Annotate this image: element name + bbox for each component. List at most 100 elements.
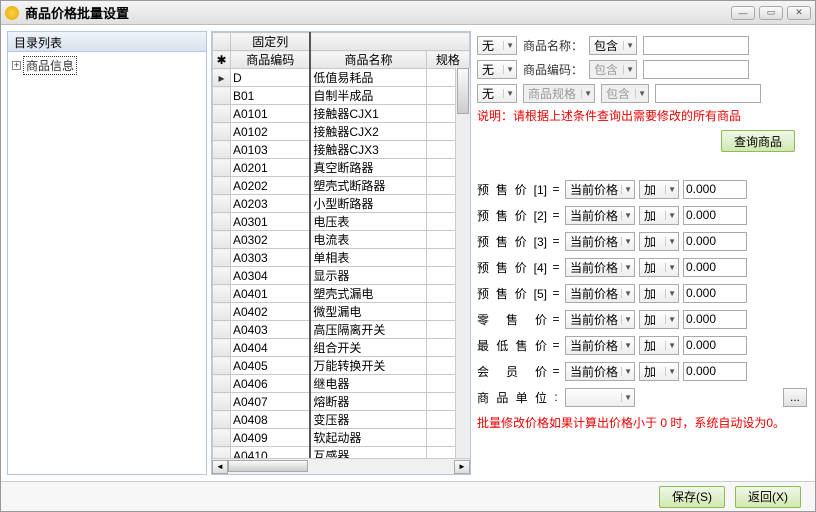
tree-node[interactable]: + 商品信息 bbox=[12, 56, 202, 75]
price-value-input[interactable] bbox=[683, 310, 747, 329]
row-header[interactable] bbox=[213, 141, 231, 159]
price-base-combo[interactable]: 当前价格▼ bbox=[565, 258, 635, 277]
grid-cell[interactable]: A0203 bbox=[231, 195, 311, 213]
grid-cell[interactable]: A0301 bbox=[231, 213, 311, 231]
grid-cell[interactable]: A0202 bbox=[231, 177, 311, 195]
table-row[interactable]: A0301电压表 bbox=[213, 213, 470, 231]
grid-cell[interactable]: 高压隔离开关 bbox=[310, 321, 426, 339]
grid-cell[interactable]: A0102 bbox=[231, 123, 311, 141]
row-header[interactable] bbox=[213, 177, 231, 195]
table-row[interactable]: A0410互感器 bbox=[213, 447, 470, 459]
grid-cell[interactable]: A0304 bbox=[231, 267, 311, 285]
row-header[interactable] bbox=[213, 447, 231, 459]
row-header[interactable] bbox=[213, 285, 231, 303]
grid-wrap[interactable]: 固定列✱商品编码商品名称规格▸D低值易耗品B01自制半成品A0101接触器CJX… bbox=[212, 32, 470, 458]
grid-cell[interactable]: A0406 bbox=[231, 375, 311, 393]
row-indicator[interactable]: ✱ bbox=[213, 51, 231, 69]
price-base-combo[interactable]: 当前价格▼ bbox=[565, 180, 635, 199]
tree-expand-icon[interactable]: + bbox=[12, 61, 21, 70]
filter-op-combo[interactable]: 包含▼ bbox=[589, 60, 637, 79]
table-row[interactable]: A0304显示器 bbox=[213, 267, 470, 285]
row-header[interactable] bbox=[213, 213, 231, 231]
grid-cell[interactable]: A0103 bbox=[231, 141, 311, 159]
row-header[interactable] bbox=[213, 393, 231, 411]
filter-field-combo[interactable]: 商品规格▼ bbox=[523, 84, 595, 103]
price-base-combo[interactable]: 当前价格▼ bbox=[565, 284, 635, 303]
price-op-combo[interactable]: 加▼ bbox=[639, 362, 679, 381]
price-value-input[interactable] bbox=[683, 206, 747, 225]
grid-cell[interactable]: 接触器CJX3 bbox=[310, 141, 426, 159]
grid-cell[interactable]: A0302 bbox=[231, 231, 311, 249]
grid-cell[interactable]: 接触器CJX2 bbox=[310, 123, 426, 141]
table-row[interactable]: A0202塑壳式断路器 bbox=[213, 177, 470, 195]
filter-op-combo[interactable]: 包含▼ bbox=[589, 36, 637, 55]
grid-cell[interactable]: 软起动器 bbox=[310, 429, 426, 447]
hscroll-track[interactable] bbox=[228, 460, 454, 474]
table-row[interactable]: A0302电流表 bbox=[213, 231, 470, 249]
price-base-combo[interactable]: 当前价格▼ bbox=[565, 310, 635, 329]
grid-cell[interactable]: 继电器 bbox=[310, 375, 426, 393]
price-op-combo[interactable]: 加▼ bbox=[639, 180, 679, 199]
hscroll-right[interactable]: ► bbox=[454, 460, 470, 474]
price-base-combo[interactable]: 当前价格▼ bbox=[565, 232, 635, 251]
grid-cell[interactable]: 真空断路器 bbox=[310, 159, 426, 177]
grid-cell[interactable]: A0201 bbox=[231, 159, 311, 177]
grid-cell[interactable]: 塑壳式断路器 bbox=[310, 177, 426, 195]
row-header[interactable] bbox=[213, 429, 231, 447]
table-row[interactable]: A0403高压隔离开关 bbox=[213, 321, 470, 339]
back-button[interactable]: 返回(X) bbox=[735, 486, 801, 508]
grid-cell[interactable]: 熔断器 bbox=[310, 393, 426, 411]
unit-browse-button[interactable]: ... bbox=[783, 388, 807, 407]
grid-cell[interactable]: 低值易耗品 bbox=[310, 69, 426, 87]
price-value-input[interactable] bbox=[683, 284, 747, 303]
grid-cell[interactable]: 互感器 bbox=[310, 447, 426, 459]
row-header[interactable] bbox=[213, 375, 231, 393]
filter-value-input[interactable] bbox=[655, 84, 761, 103]
grid-cell[interactable]: 接触器CJX1 bbox=[310, 105, 426, 123]
table-row[interactable]: A0201真空断路器 bbox=[213, 159, 470, 177]
table-row[interactable]: A0103接触器CJX3 bbox=[213, 141, 470, 159]
filter-value-input[interactable] bbox=[643, 60, 749, 79]
table-row[interactable]: A0404组合开关 bbox=[213, 339, 470, 357]
row-header[interactable] bbox=[213, 411, 231, 429]
grid-cell[interactable]: B01 bbox=[231, 87, 311, 105]
grid-cell[interactable]: A0410 bbox=[231, 447, 311, 459]
close-button[interactable]: ✕ bbox=[787, 6, 811, 20]
grid-cell[interactable]: 显示器 bbox=[310, 267, 426, 285]
price-op-combo[interactable]: 加▼ bbox=[639, 258, 679, 277]
price-value-input[interactable] bbox=[683, 232, 747, 251]
grid-cell[interactable]: 万能转换开关 bbox=[310, 357, 426, 375]
filter-left-combo[interactable]: 无▼ bbox=[477, 60, 517, 79]
filter-op-combo[interactable]: 包含▼ bbox=[601, 84, 649, 103]
grid-cell[interactable]: 小型断路器 bbox=[310, 195, 426, 213]
grid-hscroll[interactable]: ◄ ► bbox=[212, 458, 470, 474]
table-row[interactable]: A0406继电器 bbox=[213, 375, 470, 393]
price-base-combo[interactable]: 当前价格▼ bbox=[565, 206, 635, 225]
grid-cell[interactable]: 变压器 bbox=[310, 411, 426, 429]
maximize-button[interactable]: ▭ bbox=[759, 6, 783, 20]
row-header[interactable] bbox=[213, 357, 231, 375]
table-row[interactable]: A0102接触器CJX2 bbox=[213, 123, 470, 141]
row-header[interactable] bbox=[213, 231, 231, 249]
grid-cell[interactable]: 电压表 bbox=[310, 213, 426, 231]
grid-cell[interactable]: A0403 bbox=[231, 321, 311, 339]
grid-cell[interactable]: D bbox=[231, 69, 311, 87]
table-row[interactable]: A0401塑壳式漏电 bbox=[213, 285, 470, 303]
row-header[interactable] bbox=[213, 123, 231, 141]
grid-cell[interactable]: 电流表 bbox=[310, 231, 426, 249]
price-op-combo[interactable]: 加▼ bbox=[639, 206, 679, 225]
row-header[interactable] bbox=[213, 267, 231, 285]
filter-value-input[interactable] bbox=[643, 36, 749, 55]
grid-col-header[interactable]: 商品名称 bbox=[310, 51, 426, 69]
price-op-combo[interactable]: 加▼ bbox=[639, 310, 679, 329]
price-value-input[interactable] bbox=[683, 336, 747, 355]
grid-cell[interactable]: 单相表 bbox=[310, 249, 426, 267]
row-header[interactable] bbox=[213, 87, 231, 105]
table-row[interactable]: A0303单相表 bbox=[213, 249, 470, 267]
table-row[interactable]: A0407熔断器 bbox=[213, 393, 470, 411]
grid-cell[interactable]: 组合开关 bbox=[310, 339, 426, 357]
grid-vscroll-thumb[interactable] bbox=[457, 68, 469, 114]
price-base-combo[interactable]: 当前价格▼ bbox=[565, 362, 635, 381]
grid-cell[interactable]: A0303 bbox=[231, 249, 311, 267]
grid-col-header[interactable]: 规格 bbox=[426, 51, 469, 69]
